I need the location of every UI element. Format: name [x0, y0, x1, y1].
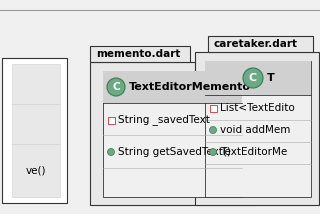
- Bar: [12, 64, 60, 104]
- Text: void addMem: void addMem: [220, 125, 290, 135]
- Circle shape: [210, 126, 217, 134]
- Text: TextEditorMemento: TextEditorMemento: [129, 82, 251, 92]
- Bar: [2, 58, 67, 203]
- Circle shape: [210, 149, 217, 156]
- Bar: [12, 144, 60, 197]
- Bar: [205, 61, 311, 197]
- Bar: [208, 36, 313, 52]
- Text: memento.dart: memento.dart: [96, 49, 180, 59]
- Bar: [103, 71, 242, 197]
- Circle shape: [108, 149, 115, 156]
- Bar: [205, 61, 311, 95]
- Text: T: T: [267, 73, 275, 83]
- Text: ve(): ve(): [26, 165, 46, 175]
- Bar: [210, 104, 217, 111]
- Text: TextEditorMe: TextEditorMe: [220, 147, 287, 157]
- Bar: [90, 62, 255, 205]
- Text: String getSavedText(): String getSavedText(): [118, 147, 231, 157]
- Circle shape: [243, 68, 263, 88]
- Circle shape: [107, 78, 125, 96]
- Text: String _savedText: String _savedText: [118, 114, 210, 125]
- Bar: [195, 52, 319, 205]
- Text: caretaker.dart: caretaker.dart: [214, 39, 298, 49]
- Bar: [12, 104, 60, 144]
- Text: C: C: [112, 82, 120, 92]
- Bar: [103, 71, 242, 103]
- Text: List<TextEdito: List<TextEdito: [220, 103, 295, 113]
- Bar: [90, 46, 190, 62]
- Bar: [108, 116, 115, 123]
- Text: C: C: [249, 73, 257, 83]
